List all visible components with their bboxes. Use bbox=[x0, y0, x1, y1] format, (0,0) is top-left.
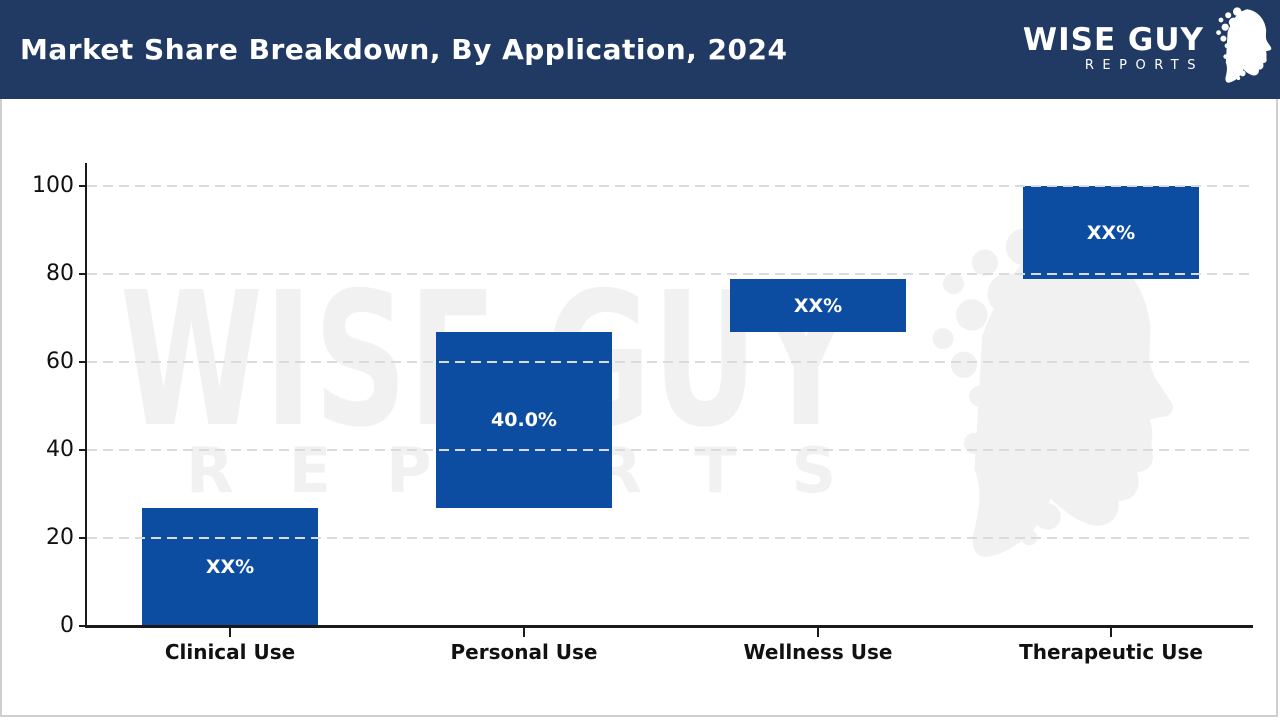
y-tick-label-100: 100 bbox=[32, 173, 74, 198]
y-axis-spine bbox=[85, 163, 87, 628]
y-tick-60 bbox=[79, 361, 87, 363]
y-tick-label-0: 0 bbox=[60, 613, 74, 638]
x-tick-label-clinical-use: Clinical Use bbox=[164, 640, 296, 664]
x-tick-therapeutic-use bbox=[1110, 628, 1112, 637]
bar-personal-use: 40.0% bbox=[436, 332, 612, 509]
x-tick-clinical-use bbox=[229, 628, 231, 637]
y-tick-100 bbox=[79, 185, 87, 187]
y-tick-label-20: 20 bbox=[46, 525, 74, 550]
bar-label-personal-use: 40.0% bbox=[491, 409, 557, 432]
x-tick-wellness-use bbox=[817, 628, 819, 637]
x-tick-label-therapeutic-use: Therapeutic Use bbox=[1019, 640, 1203, 664]
y-tick-20 bbox=[79, 537, 87, 539]
bar-label-wellness-use: XX% bbox=[793, 294, 843, 317]
y-tick-80 bbox=[79, 273, 87, 275]
gridline-y-80 bbox=[87, 273, 1253, 275]
frame-border-left bbox=[0, 99, 2, 717]
bar-label-clinical-use: XX% bbox=[205, 556, 255, 579]
gridline-y-100 bbox=[87, 185, 1253, 187]
bar-clinical-use: XX% bbox=[142, 508, 318, 626]
x-tick-label-wellness-use: Wellness Use bbox=[743, 640, 893, 664]
header-bar: Market Share Breakdown, By Application, … bbox=[0, 0, 1280, 99]
gridline-y-40 bbox=[87, 449, 1253, 451]
logo-text: WISE GUY REPORTS bbox=[1023, 24, 1204, 73]
gridline-y-60 bbox=[87, 361, 1253, 363]
frame-border-bottom bbox=[0, 715, 1278, 717]
x-axis-spine bbox=[85, 625, 1253, 628]
gridline-y-20 bbox=[87, 537, 1253, 539]
x-tick-personal-use bbox=[523, 628, 525, 637]
y-tick-0 bbox=[79, 625, 87, 627]
logo-brand-text: WISE GUY bbox=[1022, 22, 1204, 58]
bar-therapeutic-use: XX% bbox=[1023, 186, 1199, 280]
y-tick-label-60: 60 bbox=[46, 349, 74, 374]
wiseguy-logo: WISE GUY REPORTS bbox=[1007, 0, 1272, 99]
bar-wellness-use: XX% bbox=[730, 279, 906, 333]
wiseguy-head-icon bbox=[1216, 7, 1272, 83]
y-tick-label-80: 80 bbox=[46, 261, 74, 286]
frame-border-right bbox=[1276, 99, 1278, 717]
x-tick-label-personal-use: Personal Use bbox=[450, 640, 598, 664]
logo-sub-text: REPORTS bbox=[1084, 57, 1204, 73]
y-tick-40 bbox=[79, 449, 87, 451]
chart-title: Market Share Breakdown, By Application, … bbox=[20, 33, 788, 66]
bar-label-therapeutic-use: XX% bbox=[1086, 221, 1136, 244]
y-tick-label-40: 40 bbox=[46, 437, 74, 462]
